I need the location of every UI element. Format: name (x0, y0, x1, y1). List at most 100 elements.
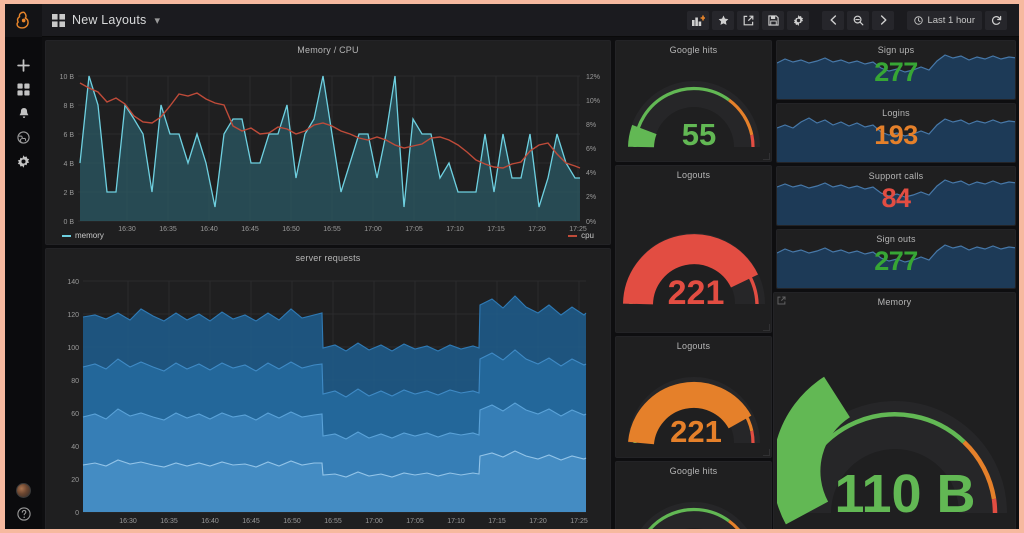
toolbar: Last 1 hour (687, 10, 1019, 30)
sidebar-bottom-group (16, 483, 31, 529)
share-icon[interactable] (737, 10, 760, 30)
svg-text:17:05: 17:05 (406, 518, 424, 525)
panel-title: Google hits (669, 45, 718, 55)
time-back-icon[interactable] (822, 10, 845, 30)
gauge-value: 55 (681, 117, 715, 152)
legend-item[interactable]: memory (62, 231, 104, 240)
svg-text:0 B: 0 B (63, 219, 74, 226)
gauge-logouts-red-svg: 221 (622, 233, 765, 312)
gauge-google-hits-1-svg: 55 (627, 81, 760, 152)
dashboard-title-group[interactable]: New Layouts ▾ (52, 13, 160, 27)
refresh-icon[interactable] (985, 10, 1007, 30)
svg-text:80: 80 (71, 378, 79, 385)
memory-cpu-graph: 10 B 8 B 6 B 4 B 2 B 0 B 12% 10% 8% 6% 4… (60, 74, 600, 233)
svg-text:16:40: 16:40 (200, 226, 218, 233)
top-navbar: New Layouts ▾ (5, 4, 1019, 37)
stat-value: 277 (874, 245, 918, 276)
svg-text:20: 20 (71, 477, 79, 484)
svg-text:16:35: 16:35 (160, 518, 178, 525)
svg-text:17:00: 17:00 (365, 518, 383, 525)
plus-icon (17, 58, 30, 72)
time-forward-icon[interactable] (872, 10, 895, 30)
panel-title: Logouts (676, 170, 711, 180)
svg-text:16:35: 16:35 (159, 226, 177, 233)
gauge: 55 (616, 476, 771, 529)
gear-icon (17, 154, 30, 168)
legend-item[interactable]: cpu (568, 231, 594, 240)
panel-stat-sign-ups[interactable]: Sign ups 277 (776, 40, 1016, 100)
svg-text:17:20: 17:20 (528, 226, 546, 233)
gear-icon[interactable] (787, 10, 810, 30)
panel-gauge-logouts-red[interactable]: Logouts 221 (615, 165, 772, 333)
svg-text:17:15: 17:15 (488, 518, 506, 525)
support-calls-sparkline (777, 179, 1015, 225)
panel-memory-cpu[interactable]: Memory / CPU 10 B 8 B 6 B 4 B 2 B 0 B 12… (45, 40, 611, 245)
sidebar-item-explore[interactable] (5, 125, 42, 149)
panel-link-icon[interactable] (777, 296, 786, 305)
sidebar-item-configuration[interactable] (5, 149, 42, 173)
gauge-value: 221 (670, 414, 722, 449)
svg-text:16:40: 16:40 (201, 518, 219, 525)
dashboards-icon (17, 82, 30, 96)
svg-text:8 B: 8 B (63, 103, 74, 110)
panel-title: Memory / CPU (297, 45, 359, 55)
panel-title: Support calls (868, 171, 924, 181)
panel-title: Sign outs (876, 234, 916, 244)
gauge: 110 B (774, 307, 1015, 529)
page-title: New Layouts (72, 13, 147, 27)
panel-server-requests[interactable]: server requests 140 120 100 80 60 40 20 … (45, 248, 611, 529)
panel-title: server requests (295, 253, 361, 263)
sidebar-item-alerting[interactable] (5, 101, 42, 125)
svg-text:16:45: 16:45 (242, 518, 260, 525)
panel-title: Logins (882, 108, 910, 118)
zoom-out-icon[interactable] (847, 10, 870, 30)
svg-text:2 B: 2 B (63, 190, 74, 197)
svg-text:100: 100 (67, 345, 79, 352)
sidebar-item-create[interactable] (5, 53, 42, 77)
sidebar-avatar[interactable] (16, 483, 31, 498)
panel-memory-gauge[interactable]: Memory 110 B (773, 292, 1016, 529)
svg-text:17:25: 17:25 (570, 518, 588, 525)
legend-swatch (568, 234, 578, 237)
app-frame: New Layouts ▾ (5, 4, 1019, 529)
gauge: 221 (616, 351, 771, 455)
svg-text:60: 60 (71, 411, 79, 418)
star-icon[interactable] (712, 10, 735, 30)
panel-title: Memory (877, 297, 912, 307)
panel-resize-handle[interactable] (763, 324, 770, 331)
add-panel-icon[interactable] (687, 10, 710, 30)
svg-text:17:10: 17:10 (447, 518, 465, 525)
svg-text:6%: 6% (586, 146, 596, 153)
svg-text:8%: 8% (586, 122, 596, 129)
panel-stat-support-calls[interactable]: Support calls 84 (776, 166, 1016, 226)
panel-resize-handle[interactable] (763, 153, 770, 160)
svg-text:12%: 12% (586, 74, 600, 81)
sidebar-item-dashboards[interactable] (5, 77, 42, 101)
panel-title: Google hits (669, 466, 718, 476)
panel-title: Logouts (676, 341, 711, 351)
panel-stat-logins[interactable]: Logins 193 (776, 103, 1016, 163)
grafana-logo-icon (16, 11, 29, 29)
svg-text:0%: 0% (586, 219, 596, 226)
panel-gauge-google-hits-2[interactable]: Google hits 55 (615, 461, 772, 529)
svg-text:17:25: 17:25 (569, 226, 587, 233)
svg-text:16:55: 16:55 (324, 518, 342, 525)
panel-title: Sign ups (877, 45, 915, 55)
panel-gauge-google-hits-1[interactable]: Google hits 55 (615, 40, 772, 162)
sidebar (5, 37, 42, 529)
legend-label: memory (75, 231, 104, 240)
svg-text:4%: 4% (586, 170, 596, 177)
svg-text:16:55: 16:55 (323, 226, 341, 233)
time-range-picker[interactable]: Last 1 hour (907, 10, 982, 30)
panel-resize-handle[interactable] (763, 449, 770, 456)
panel-stat-sign-outs[interactable]: Sign outs 277 (776, 229, 1016, 289)
help-icon[interactable] (16, 507, 31, 521)
gauge-google-hits-2-svg: 55 (640, 502, 747, 529)
globe-icon (17, 130, 30, 144)
svg-text:2%: 2% (586, 194, 596, 201)
panel-gauge-logouts-orange[interactable]: Logouts 221 (615, 336, 772, 458)
svg-text:10 B: 10 B (60, 74, 75, 81)
grafana-logo-button[interactable] (5, 4, 42, 37)
save-icon[interactable] (762, 10, 785, 30)
chevron-down-icon[interactable]: ▾ (154, 14, 160, 27)
